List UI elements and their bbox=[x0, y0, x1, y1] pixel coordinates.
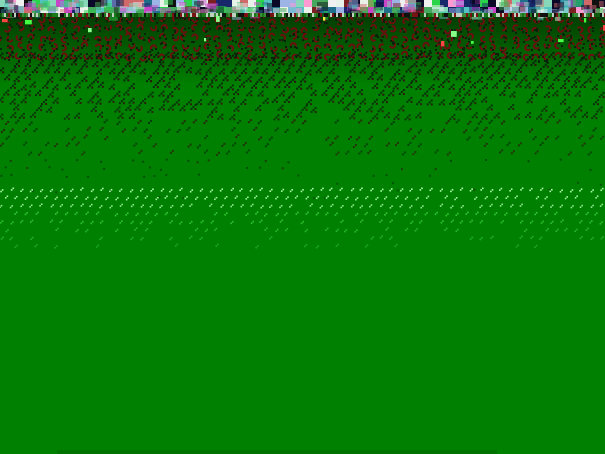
corrupted-bitmap-frame bbox=[0, 0, 605, 454]
glitch-noise-canvas bbox=[0, 0, 605, 454]
